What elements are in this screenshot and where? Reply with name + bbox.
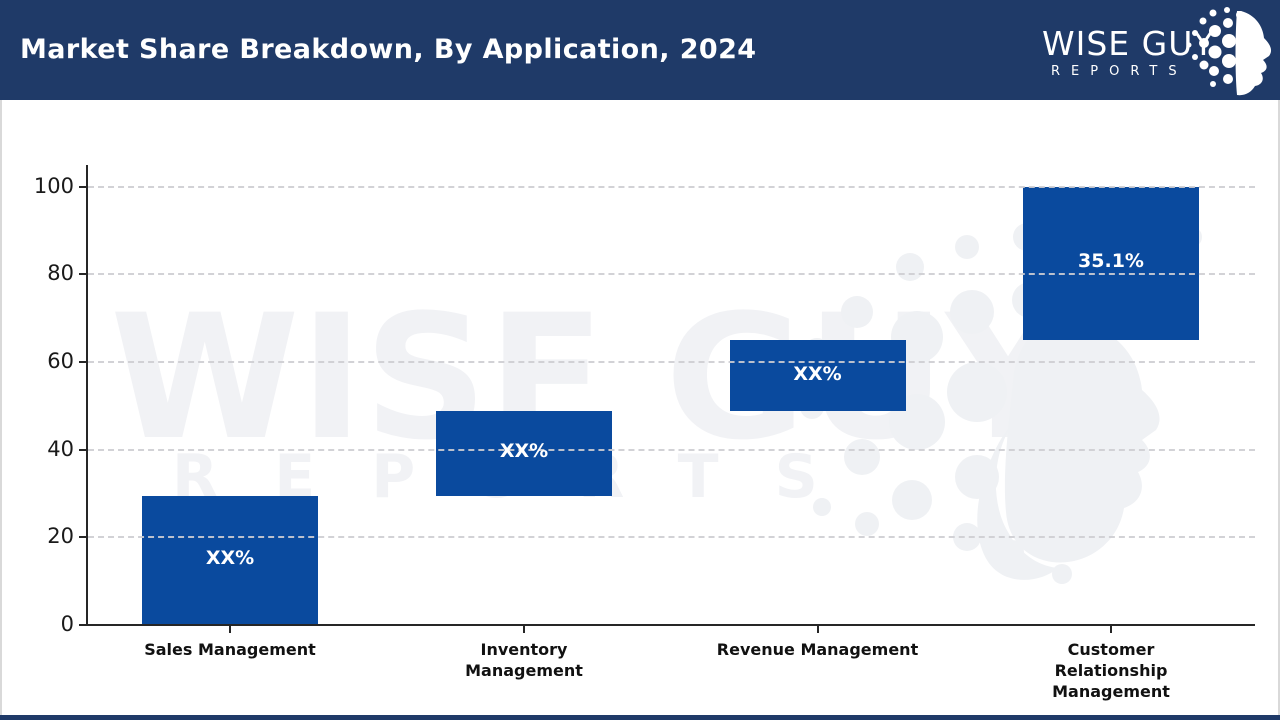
category-label-line: Management [1052,682,1170,701]
grid-line [88,273,1255,276]
y-tick-mark [79,536,86,539]
bar-value-label: XX% [205,547,255,570]
y-tick-mark [79,448,86,451]
category-label-line: Sales Management [144,640,316,659]
y-tick-label: 60 [47,348,74,373]
category-label-line: Relationship [1054,661,1168,680]
y-tick-mark [79,273,86,276]
x-tick-mark [1110,626,1112,633]
bar-value-label: XX% [499,440,549,463]
category-label: Sales Management [110,639,350,660]
y-axis-spine [86,165,88,626]
header: Market Share Breakdown, By Application, … [0,0,1280,100]
bar [142,495,318,625]
bar [729,340,906,411]
y-tick-label: 80 [47,261,74,286]
grid-line [88,185,1255,188]
x-tick-mark [229,626,231,633]
category-label-line: Revenue Management [716,640,919,659]
category-label-line: Management [465,661,583,680]
x-tick-mark [523,626,525,633]
bar [1023,186,1199,341]
bottom-accent-bar [0,715,1280,720]
page-title: Market Share Breakdown, By Application, … [20,34,757,65]
bar [436,411,612,496]
category-label-line: Customer [1067,640,1155,659]
bar-value-label: XX% [793,362,842,385]
x-tick-mark [816,626,819,633]
y-tick-mark [79,360,86,363]
logo-subtitle: REPORTS [1051,64,1188,79]
x-axis-line [86,624,1255,626]
y-tick-label: 20 [47,524,74,549]
logo-head-dots-icon [1186,7,1272,96]
y-tick-mark [79,624,86,626]
chart-canvas [0,100,1280,715]
category-label-line: Inventory [480,640,568,659]
category-label: Customer Relationship Management [991,639,1231,702]
y-tick-label: 0 [60,612,74,636]
category-label: Revenue Management [698,639,938,660]
category-label: Inventory Management [404,639,644,681]
grid-line [88,360,1255,363]
bar-value-label: 35.1% [1078,250,1144,273]
y-tick-label: 100 [33,173,74,198]
y-tick-label: 40 [47,436,74,461]
logo-wordmark: WISE GUY [1042,24,1215,63]
grid-line [88,536,1255,539]
y-tick-mark [79,185,86,188]
grid-line [88,448,1255,451]
